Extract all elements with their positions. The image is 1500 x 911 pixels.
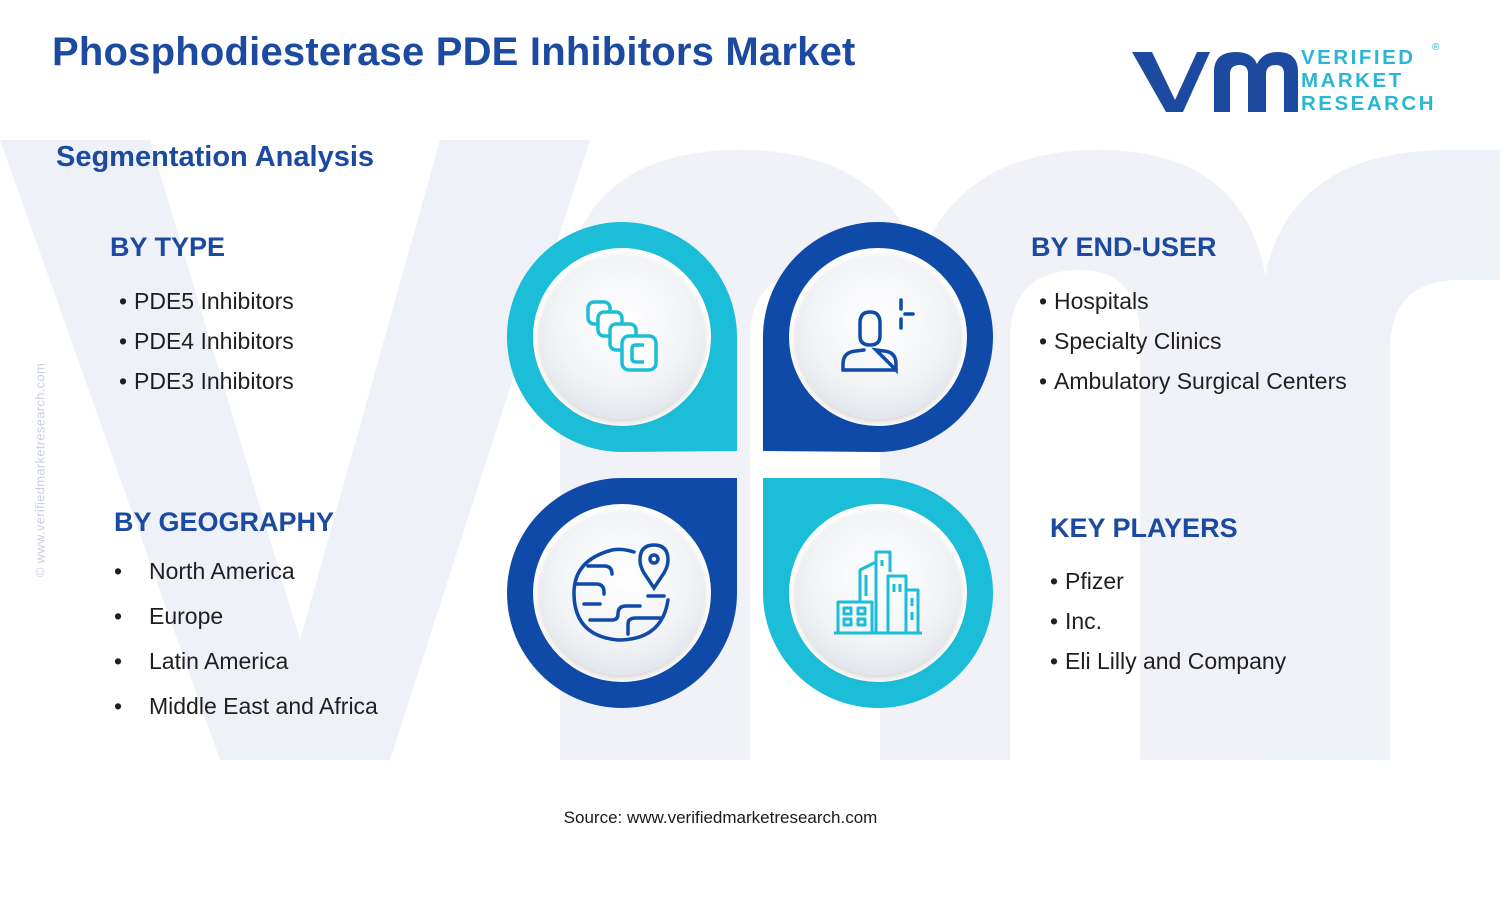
logo-line-research: RESEARCH [1301, 92, 1437, 115]
list-item-label: PDE3 Inhibitors [134, 368, 294, 394]
segment-heading-type: BY TYPE [110, 232, 226, 262]
bullet: • [114, 693, 123, 719]
source-note: Source: www.verifiedmarketresearch.com [563, 808, 878, 827]
bullet: • [119, 328, 128, 354]
segment-quadrant-graphic [507, 222, 993, 708]
bullet: • [1039, 288, 1048, 314]
side-watermark: © www.verifiedmarketresearch.com [32, 362, 48, 578]
list-item-label: Europe [149, 603, 224, 629]
logo-line-verified: VERIFIED [1301, 46, 1416, 69]
bullet: • [1050, 568, 1059, 594]
list-item-label: Hospitals [1054, 288, 1149, 314]
list-item-label: Latin America [149, 648, 289, 674]
bullet: • [114, 603, 123, 629]
list-item: • Ambulatory Surgical Centers [1039, 361, 1347, 401]
list-item: • PDE3 Inhibitors [119, 361, 294, 401]
quadrant-geography [507, 478, 737, 708]
bullet: • [1039, 328, 1048, 354]
page-subtitle: Segmentation Analysis [56, 141, 375, 173]
list-item: • Europe [114, 594, 378, 639]
list-item: • Middle East and Africa [114, 684, 378, 729]
list-item: • Pfizer [1050, 561, 1286, 601]
list-item-label: Middle East and Africa [149, 693, 378, 719]
list-item: • North America [114, 549, 378, 594]
segment-heading-geography: BY GEOGRAPHY [114, 507, 335, 537]
list-item-label: Eli Lilly and Company [1065, 648, 1287, 674]
segment-list-key-players: • Pfizer • Inc. • Eli Lilly and Company [1050, 561, 1286, 681]
list-item-label: PDE5 Inhibitors [134, 288, 294, 314]
logo-line-market: MARKET [1301, 69, 1404, 92]
pills-icon [586, 300, 658, 372]
list-item: • Hospitals [1039, 281, 1347, 321]
quadrant-key-players [763, 478, 993, 708]
bullet: • [1050, 608, 1059, 634]
list-item: • PDE4 Inhibitors [119, 321, 294, 361]
list-item-label: PDE4 Inhibitors [134, 328, 294, 354]
user-add-icon [841, 298, 915, 375]
segment-heading-key-players: KEY PLAYERS [1050, 513, 1238, 543]
bullet: • [119, 368, 128, 394]
globe-location-icon [572, 543, 670, 642]
list-item-label: Specialty Clinics [1054, 328, 1222, 354]
bullet: • [114, 558, 123, 584]
logo-text: VERIFIED MARKET RESEARCH [1301, 46, 1436, 115]
segment-list-type: • PDE5 Inhibitors • PDE4 Inhibitors • PDE3 … [119, 281, 294, 401]
segment-heading-end-user: BY END-USER [1031, 232, 1217, 262]
buildings-icon [834, 550, 922, 635]
list-item: • Specialty Clinics [1039, 321, 1347, 361]
list-item: • Latin America [114, 639, 378, 684]
bullet: • [1039, 368, 1048, 394]
list-item-label: Ambulatory Surgical Centers [1054, 368, 1347, 394]
bullet: • [119, 288, 128, 314]
list-item: • Inc. [1050, 601, 1286, 641]
registered-mark: ® [1432, 42, 1440, 53]
list-item: • Eli Lilly and Company [1050, 641, 1286, 681]
bullet: • [114, 648, 123, 674]
page-title: Phosphodiesterase PDE Inhibitors Market [52, 30, 856, 74]
list-item-label: Inc. [1065, 608, 1103, 634]
segment-list-geography: • North America • Europe • Latin America • M… [114, 549, 378, 729]
list-item: • PDE5 Inhibitors [119, 281, 294, 321]
segment-list-end-user: • Hospitals • Specialty Clinics • Ambulator… [1039, 281, 1347, 401]
vmr-logo [1132, 52, 1298, 112]
list-item-label: North America [149, 558, 295, 584]
list-item-label: Pfizer [1065, 568, 1124, 594]
quadrant-type [507, 222, 737, 452]
quadrant-end-user [763, 222, 993, 452]
bullet: • [1050, 648, 1059, 674]
